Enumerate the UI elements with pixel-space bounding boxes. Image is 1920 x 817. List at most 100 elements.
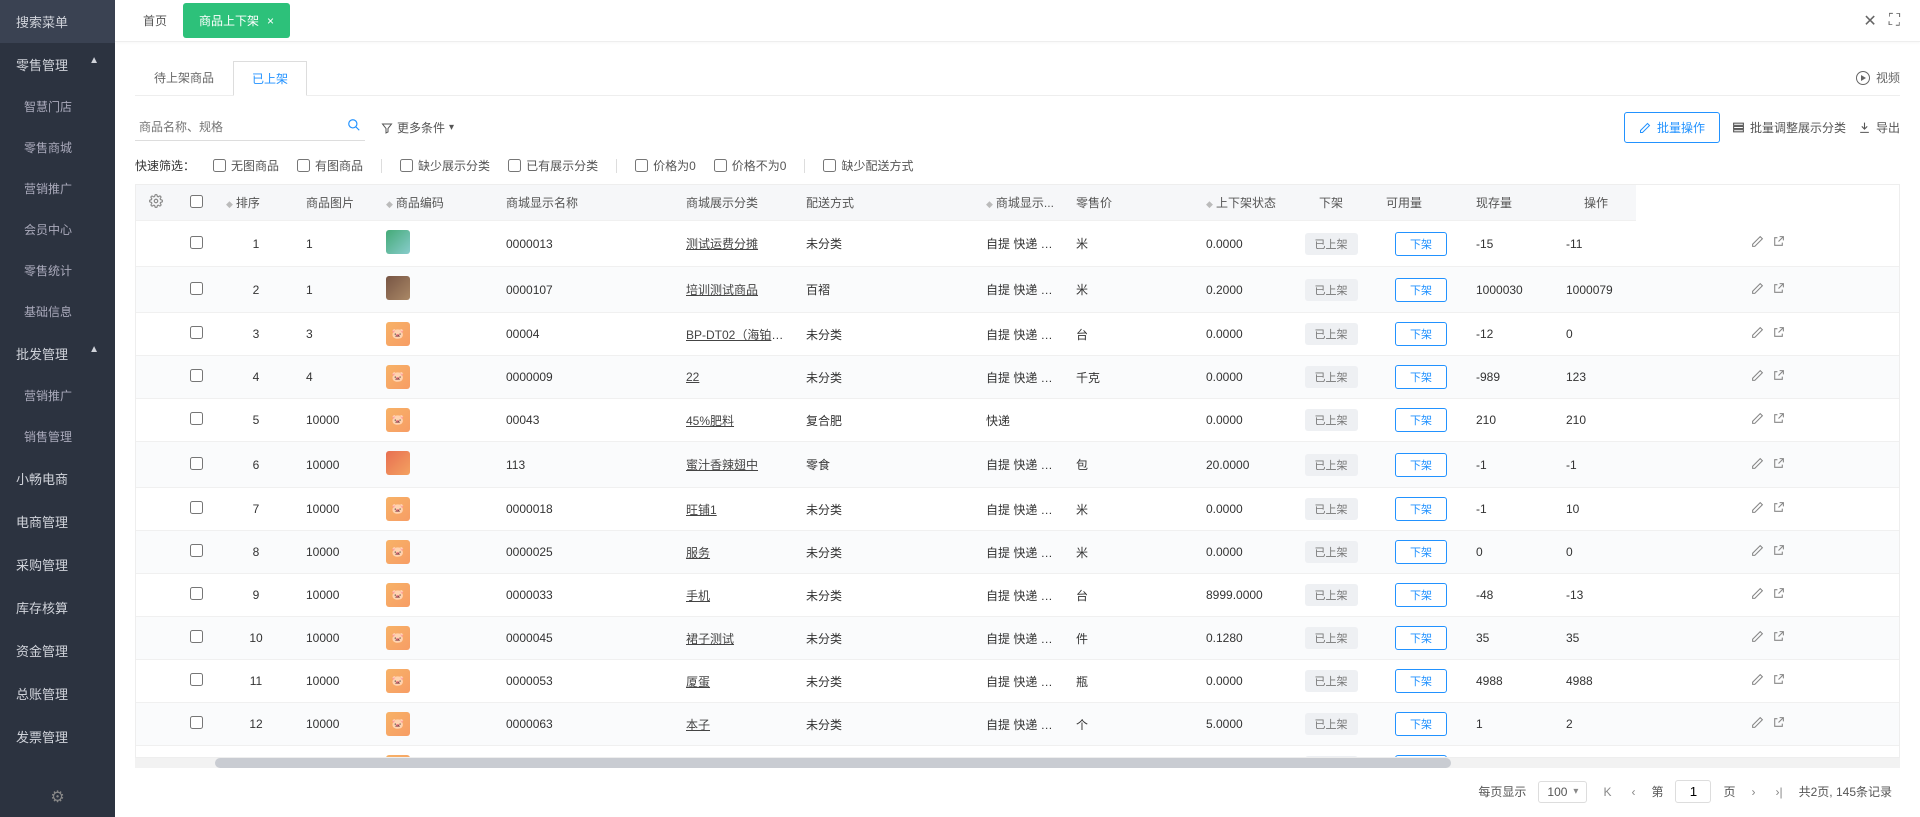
subtab-onshelf[interactable]: 已上架 bbox=[233, 61, 307, 96]
last-page-button[interactable]: ›| bbox=[1772, 785, 1787, 799]
sidebar-item[interactable]: 营销推广 bbox=[0, 168, 115, 209]
product-name-link[interactable]: 厦蛋 bbox=[686, 675, 710, 689]
sidebar-item[interactable]: 资金管理 bbox=[0, 629, 115, 672]
off-shelf-button[interactable]: 下架 bbox=[1395, 497, 1447, 521]
open-icon[interactable] bbox=[1772, 458, 1785, 473]
product-name-link[interactable]: 本子 bbox=[686, 718, 710, 732]
product-name-link[interactable]: 蜜汁香辣翅中 bbox=[686, 458, 758, 472]
sidebar-item[interactable]: 销售管理 bbox=[0, 416, 115, 457]
sidebar-item[interactable]: 总账管理 bbox=[0, 672, 115, 715]
close-icon[interactable]: × bbox=[267, 14, 274, 28]
off-shelf-button[interactable]: 下架 bbox=[1395, 453, 1447, 477]
sidebar-item[interactable]: 搜索菜单 bbox=[0, 0, 115, 43]
edit-icon[interactable] bbox=[1751, 588, 1764, 603]
off-shelf-button[interactable]: 下架 bbox=[1395, 278, 1447, 302]
row-checkbox[interactable] bbox=[190, 716, 203, 729]
row-checkbox[interactable] bbox=[190, 282, 203, 295]
sidebar-item[interactable]: 会员中心 bbox=[0, 209, 115, 250]
sidebar-item[interactable]: 营销推广 bbox=[0, 375, 115, 416]
horizontal-scrollbar[interactable] bbox=[135, 758, 1900, 768]
edit-icon[interactable] bbox=[1751, 545, 1764, 560]
filter-has-img[interactable]: 有图商品 bbox=[297, 157, 363, 174]
sidebar-item[interactable]: 发票管理 bbox=[0, 715, 115, 758]
filter-no-deliv[interactable]: 缺少配送方式 bbox=[823, 157, 913, 174]
open-icon[interactable] bbox=[1772, 502, 1785, 517]
edit-icon[interactable] bbox=[1751, 458, 1764, 473]
col-unit[interactable]: ◆商城显示... bbox=[976, 185, 1066, 221]
edit-icon[interactable] bbox=[1751, 327, 1764, 342]
row-checkbox[interactable] bbox=[190, 326, 203, 339]
next-page-button[interactable]: › bbox=[1748, 785, 1760, 799]
search-icon[interactable] bbox=[347, 118, 361, 135]
sidebar-item[interactable]: 零售商城 bbox=[0, 127, 115, 168]
edit-icon[interactable] bbox=[1751, 674, 1764, 689]
edit-icon[interactable] bbox=[1751, 631, 1764, 646]
edit-icon[interactable] bbox=[1751, 413, 1764, 428]
col-sort[interactable]: ◆排序 bbox=[216, 185, 296, 221]
sidebar-item[interactable]: 电商管理 bbox=[0, 500, 115, 543]
filter-price-not0[interactable]: 价格不为0 bbox=[714, 157, 787, 174]
select-all-checkbox[interactable] bbox=[190, 195, 203, 208]
filter-has-cat[interactable]: 已有展示分类 bbox=[508, 157, 598, 174]
edit-icon[interactable] bbox=[1751, 502, 1764, 517]
row-checkbox[interactable] bbox=[190, 412, 203, 425]
open-icon[interactable] bbox=[1772, 413, 1785, 428]
sidebar-item[interactable]: 智慧门店 bbox=[0, 86, 115, 127]
off-shelf-button[interactable]: 下架 bbox=[1395, 322, 1447, 346]
filter-no-cat[interactable]: 缺少展示分类 bbox=[400, 157, 490, 174]
off-shelf-button[interactable]: 下架 bbox=[1395, 583, 1447, 607]
open-icon[interactable] bbox=[1772, 545, 1785, 560]
gear-icon[interactable]: ⚙ bbox=[50, 789, 64, 806]
row-checkbox[interactable] bbox=[190, 457, 203, 470]
product-name-link[interactable]: 旺铺1 bbox=[686, 503, 717, 517]
product-name-link[interactable]: 培训测试商品 bbox=[686, 283, 758, 297]
product-name-link[interactable]: 测试运费分摊 bbox=[686, 237, 758, 251]
product-name-link[interactable]: BP-DT02（海铂组件） bbox=[686, 328, 796, 342]
sidebar-item[interactable]: 零售统计 bbox=[0, 250, 115, 291]
video-link[interactable]: 视频 bbox=[1856, 69, 1900, 86]
page-input[interactable] bbox=[1675, 780, 1711, 803]
open-icon[interactable] bbox=[1772, 631, 1785, 646]
subtab-pending[interactable]: 待上架商品 bbox=[135, 60, 233, 95]
off-shelf-button[interactable]: 下架 bbox=[1395, 712, 1447, 736]
export-button[interactable]: 导出 bbox=[1858, 119, 1900, 136]
sidebar-item[interactable]: 小畅电商 bbox=[0, 457, 115, 500]
close-all-icon[interactable]: ✕ bbox=[1863, 11, 1876, 31]
product-name-link[interactable]: 22 bbox=[686, 370, 699, 384]
col-status[interactable]: ◆上下架状态 bbox=[1196, 185, 1286, 221]
sidebar-item[interactable]: 基础信息 bbox=[0, 291, 115, 332]
row-checkbox[interactable] bbox=[190, 630, 203, 643]
row-checkbox[interactable] bbox=[190, 501, 203, 514]
open-icon[interactable] bbox=[1772, 370, 1785, 385]
edit-icon[interactable] bbox=[1751, 236, 1764, 251]
edit-icon[interactable] bbox=[1751, 370, 1764, 385]
first-page-button[interactable]: K bbox=[1599, 785, 1615, 799]
col-check[interactable] bbox=[176, 185, 216, 221]
batch-adjust-button[interactable]: 批量调整展示分类 bbox=[1732, 119, 1846, 136]
more-filter[interactable]: 更多条件 ▾ bbox=[381, 119, 454, 136]
sidebar-item[interactable]: 采购管理 bbox=[0, 543, 115, 586]
tab-active[interactable]: 商品上下架 × bbox=[183, 3, 290, 38]
row-checkbox[interactable] bbox=[190, 369, 203, 382]
off-shelf-button[interactable]: 下架 bbox=[1395, 540, 1447, 564]
tab-home[interactable]: 首页 bbox=[127, 12, 183, 29]
row-checkbox[interactable] bbox=[190, 236, 203, 249]
search-input[interactable] bbox=[135, 114, 365, 141]
off-shelf-button[interactable]: 下架 bbox=[1395, 232, 1447, 256]
row-checkbox[interactable] bbox=[190, 544, 203, 557]
col-gear[interactable] bbox=[136, 185, 176, 221]
per-page-select[interactable]: 100 ▾ bbox=[1538, 781, 1587, 803]
off-shelf-button[interactable]: 下架 bbox=[1395, 408, 1447, 432]
off-shelf-button[interactable]: 下架 bbox=[1395, 365, 1447, 389]
sidebar-item[interactable]: 批发管理▲ bbox=[0, 332, 115, 375]
product-name-link[interactable]: 服务 bbox=[686, 546, 710, 560]
open-icon[interactable] bbox=[1772, 674, 1785, 689]
edit-icon[interactable] bbox=[1751, 283, 1764, 298]
off-shelf-button[interactable]: 下架 bbox=[1395, 669, 1447, 693]
edit-icon[interactable] bbox=[1751, 717, 1764, 732]
open-icon[interactable] bbox=[1772, 283, 1785, 298]
filter-price0[interactable]: 价格为0 bbox=[635, 157, 696, 174]
row-checkbox[interactable] bbox=[190, 587, 203, 600]
open-icon[interactable] bbox=[1772, 588, 1785, 603]
fullscreen-icon[interactable]: ⛶ bbox=[1889, 12, 1900, 30]
